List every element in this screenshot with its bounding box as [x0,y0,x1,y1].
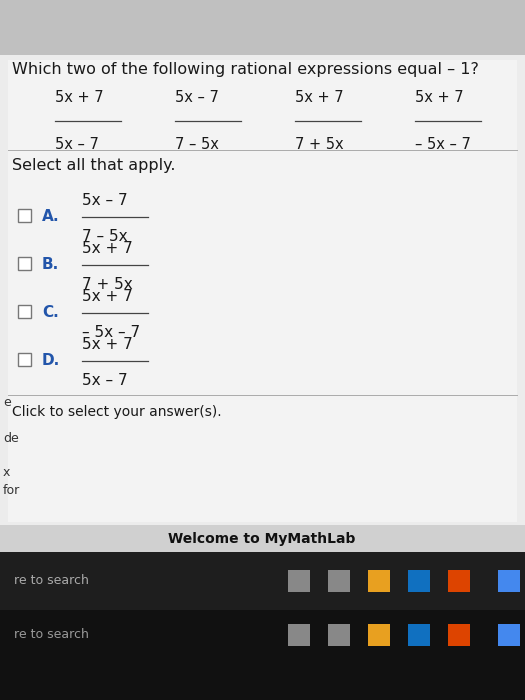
FancyBboxPatch shape [368,570,390,592]
Text: 5x – 7: 5x – 7 [82,193,128,208]
FancyBboxPatch shape [18,209,31,222]
FancyBboxPatch shape [0,610,525,700]
FancyBboxPatch shape [0,552,525,700]
Text: – 5x – 7: – 5x – 7 [415,137,471,152]
Text: 5x + 7: 5x + 7 [295,90,344,105]
FancyBboxPatch shape [498,624,520,646]
Text: for: for [3,484,20,496]
FancyBboxPatch shape [0,0,525,55]
Text: 7 – 5x: 7 – 5x [82,229,128,244]
Text: Click to select your answer(s).: Click to select your answer(s). [12,405,222,419]
Text: 7 + 5x: 7 + 5x [82,277,133,292]
Text: 7 – 5x: 7 – 5x [175,137,219,152]
Text: 5x + 7: 5x + 7 [82,337,133,352]
FancyBboxPatch shape [408,624,430,646]
Text: C.: C. [42,305,59,320]
Text: 5x + 7: 5x + 7 [55,90,103,105]
FancyBboxPatch shape [8,60,517,522]
FancyBboxPatch shape [328,570,350,592]
Text: Welcome to MyMathLab: Welcome to MyMathLab [169,532,356,546]
Text: re to search: re to search [14,629,89,641]
FancyBboxPatch shape [448,570,470,592]
FancyBboxPatch shape [18,353,31,366]
Text: 5x + 7: 5x + 7 [415,90,464,105]
Text: 5x + 7: 5x + 7 [82,289,133,304]
FancyBboxPatch shape [18,257,31,270]
Text: 5x + 7: 5x + 7 [82,241,133,256]
FancyBboxPatch shape [328,624,350,646]
FancyBboxPatch shape [18,305,31,318]
FancyBboxPatch shape [448,624,470,646]
Text: Which two of the following rational expressions equal – 1?: Which two of the following rational expr… [12,62,479,77]
Text: – 5x – 7: – 5x – 7 [82,325,140,340]
Text: B.: B. [42,257,59,272]
Text: 5x – 7: 5x – 7 [82,373,128,388]
Text: re to search: re to search [14,573,89,587]
FancyBboxPatch shape [288,624,310,646]
Text: 7 + 5x: 7 + 5x [295,137,344,152]
Text: e: e [3,395,10,409]
FancyBboxPatch shape [0,55,525,525]
FancyBboxPatch shape [288,570,310,592]
Text: A.: A. [42,209,60,224]
Text: 5x – 7: 5x – 7 [55,137,99,152]
FancyBboxPatch shape [368,624,390,646]
Text: Select all that apply.: Select all that apply. [12,158,175,173]
FancyBboxPatch shape [498,570,520,592]
FancyBboxPatch shape [408,570,430,592]
Text: D.: D. [42,353,60,368]
FancyBboxPatch shape [0,525,525,552]
Text: 5x – 7: 5x – 7 [175,90,219,105]
Text: x: x [3,466,10,479]
Text: de: de [3,431,19,444]
